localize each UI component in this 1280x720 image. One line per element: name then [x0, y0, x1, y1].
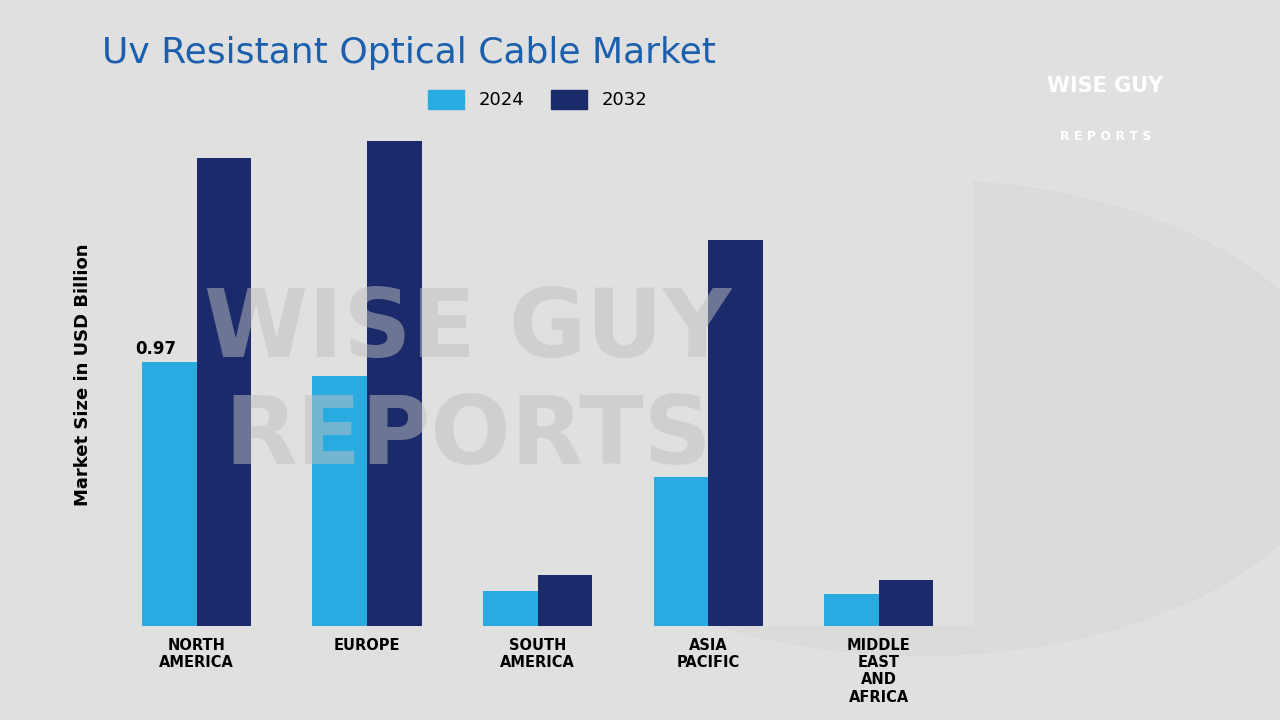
Text: 0.97: 0.97: [136, 340, 177, 358]
Bar: [483, 591, 538, 626]
Text: WISE GUY: WISE GUY: [1047, 76, 1164, 96]
Bar: [142, 362, 197, 626]
Bar: [708, 240, 763, 626]
Legend: 2024, 2032: 2024, 2032: [419, 81, 657, 118]
Text: WISE GUY
REPORTS: WISE GUY REPORTS: [205, 285, 732, 484]
Text: Uv Resistant Optical Cable Market: Uv Resistant Optical Cable Market: [102, 36, 717, 70]
Bar: [878, 580, 933, 626]
Y-axis label: Market Size in USD Billion: Market Size in USD Billion: [74, 243, 92, 505]
Bar: [197, 158, 251, 626]
Bar: [654, 477, 708, 626]
Bar: [538, 575, 593, 626]
Bar: [367, 141, 421, 626]
Bar: [824, 594, 878, 626]
Text: R E P O R T S: R E P O R T S: [1060, 130, 1151, 143]
Bar: [312, 376, 367, 626]
